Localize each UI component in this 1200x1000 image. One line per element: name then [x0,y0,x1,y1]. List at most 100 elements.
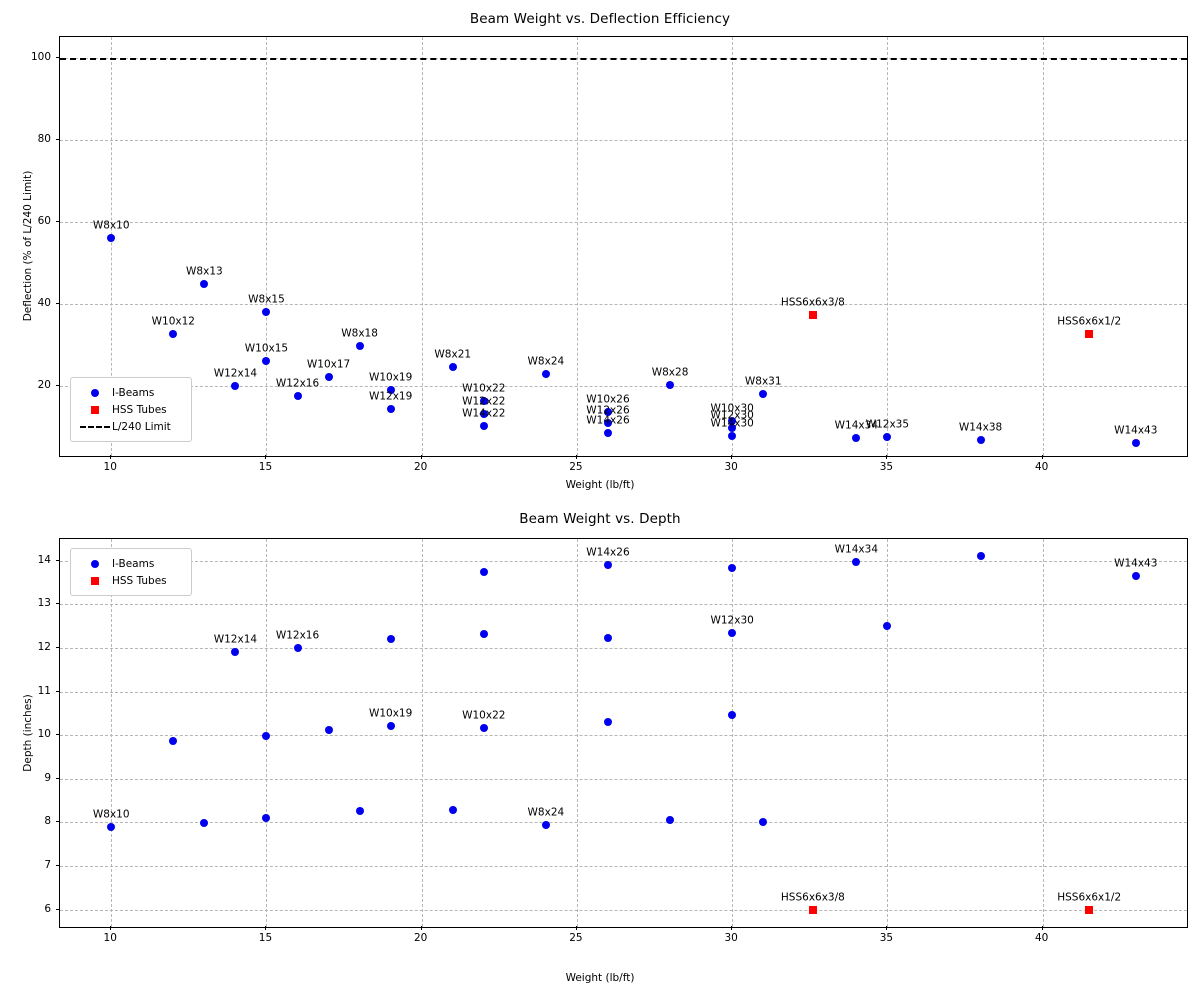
x-tick-label: 35 [879,932,894,944]
data-point [448,363,457,372]
y-tick-label: 80 [37,132,51,145]
point-label: W8x15 [248,293,285,306]
legend-item-ibeams[interactable]: I-Beams [78,555,182,572]
data-point [883,622,892,631]
y-gridline [60,386,1187,388]
limit-line [60,57,1187,60]
point-label: W12x14 [213,367,258,380]
x-tick-label: 30 [724,932,738,944]
data-point [666,381,675,390]
panel-deflection: Beam Weight vs. Deflection Efficiency W8… [22,11,1188,491]
x-gridline [887,539,889,927]
point-label: W14x22 [462,407,506,420]
data-point [852,557,861,566]
legend-label-ibeams: I-Beams [112,386,155,399]
point-label: W8x31 [744,375,782,388]
x-tick-mark [420,455,422,459]
data-point [386,634,395,643]
data-point [759,818,768,827]
data-point [808,310,817,319]
data-point [293,644,302,653]
chart-title-top: Beam Weight vs. Deflection Efficiency [469,11,731,27]
x-tick-label: 25 [569,461,583,473]
point-label: HSS6x6x1/2 [1057,315,1122,328]
y-tick-label: 20 [37,379,51,392]
legend-label-hss: HSS Tubes [112,403,167,416]
data-point [1085,905,1094,914]
point-label: W8x24 [527,806,565,819]
data-point [355,341,364,350]
square-marker-icon [78,576,112,585]
point-label: W12x30 [710,409,754,422]
y-tick-mark [55,559,59,561]
plot-area-depth: W8x10 W8x24 W10x19 W10x22 W12x14 W12x16 W12x30… [59,538,1188,928]
data-point [541,369,550,378]
y-tick-label: 14 [37,553,51,566]
data-point [976,436,985,445]
y-tick-mark [55,303,59,304]
y-gridline [60,778,1187,780]
x-tick-label: 25 [569,932,583,944]
data-point [759,389,768,398]
point-label: W12x30 [710,614,754,627]
y-gridline [60,604,1187,606]
x-gridline [421,539,423,927]
x-tick-label: 20 [414,461,428,473]
legend-item-hss[interactable]: HSS Tubes [78,572,182,589]
y-tick-label: 60 [37,214,51,227]
y-tick-mark [55,821,59,823]
y-tick-mark [55,734,59,736]
y-gridline [60,909,1187,911]
data-point [479,568,488,577]
point-label: HSS6x6x3/8 [780,891,845,904]
x-axis-label-top: Weight (lb/ft) [565,479,635,491]
data-point [976,552,985,561]
point-label: W14x34 [834,543,879,556]
y-tick-mark [55,220,59,222]
data-point [603,419,612,428]
point-label: W8x10 [92,808,130,821]
legend-item-ibeams[interactable]: I-Beams [78,384,182,401]
legend-item-hss[interactable]: HSS Tubes [78,401,182,418]
point-label: W12x16 [275,629,320,642]
x-tick-mark [731,455,733,459]
data-point [728,710,737,719]
x-tick-mark [110,926,112,930]
y-gridline [60,221,1187,223]
x-tick-mark [886,926,888,930]
x-gridline [1042,539,1044,927]
x-tick-label: 10 [103,461,117,473]
legend-label-limit: L/240 Limit [112,420,171,433]
x-tick-label: 40 [1034,932,1049,944]
data-point [1085,330,1094,339]
data-point [386,386,395,395]
plot-area-deflection: W8x10 W8x13 W8x15 W8x18 W8x21 W8x24 W8x28 W8x31… [59,36,1188,457]
x-tick-mark [110,455,112,459]
data-point [169,736,178,745]
x-tick-label: 30 [724,461,738,473]
data-point [728,424,737,433]
point-label: W10x26 [586,393,630,406]
x-gridline [266,37,268,456]
legend-item-limit[interactable]: L/240 Limit [78,418,182,435]
y-tick-label: 9 [44,771,51,784]
point-label: W14x34 [834,419,879,432]
data-point [728,629,737,638]
data-point [1131,571,1140,580]
legend-deflection: I-Beams HSS Tubes L/240 Limit [70,377,192,442]
data-point [200,818,209,827]
x-tick-mark [265,455,267,459]
data-point [603,408,612,417]
data-point [666,815,675,824]
x-gridline [111,37,113,456]
y-gridline [60,304,1187,305]
point-label: W12x26 [586,404,630,417]
data-point [603,560,612,569]
panel-depth: Beam Weight vs. Depth W8x10 W8x24 W10x19 W1… [0,500,1200,1000]
legend-label-ibeams: I-Beams [112,557,155,570]
circle-marker-icon [78,388,112,397]
point-label: W10x12 [151,315,195,328]
data-point [1131,439,1140,448]
point-label: W14x43 [1114,557,1158,570]
x-gridline [421,37,423,456]
